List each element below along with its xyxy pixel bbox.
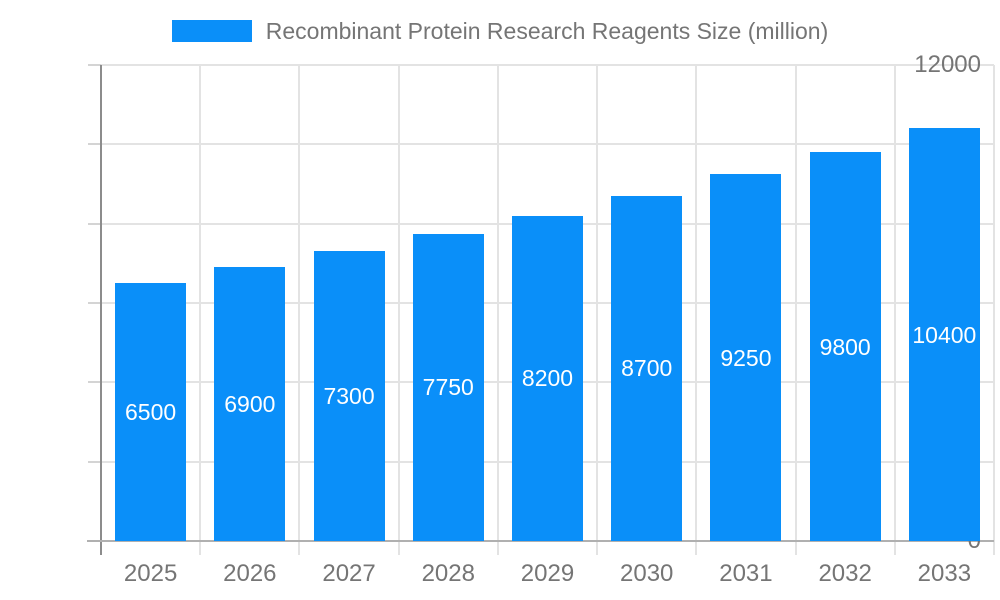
bar[interactable] <box>512 215 583 541</box>
y-axis-tick <box>88 302 101 304</box>
x-axis-tick-label: 2033 <box>917 560 972 587</box>
x-axis-tick-label: 2025 <box>123 560 178 587</box>
x-gridline <box>695 65 698 555</box>
x-gridline <box>893 65 896 555</box>
y-axis-tick <box>88 460 101 463</box>
x-gridline <box>496 65 499 555</box>
chart-legend[interactable]: Recombinant Protein Research Reagents Si… <box>0 18 1000 44</box>
x-gridline <box>199 65 202 555</box>
bar[interactable] <box>115 283 187 541</box>
plot-area: 0200040006000800010000120006500202569002… <box>87 51 995 587</box>
bar[interactable] <box>214 267 286 541</box>
x-axis-tick-label: 2031 <box>719 560 773 587</box>
bar[interactable] <box>313 251 385 541</box>
x-gridline <box>298 65 301 555</box>
y-gridline <box>101 143 994 146</box>
bar[interactable] <box>908 128 980 541</box>
x-axis-tick-label: 2028 <box>421 560 475 587</box>
y-axis-tick <box>88 381 101 384</box>
legend-label: Recombinant Protein Research Reagents Si… <box>265 18 829 44</box>
legend-swatch <box>171 20 252 42</box>
x-axis-tick-label: 2029 <box>520 560 575 587</box>
y-gridline <box>101 64 994 66</box>
y-axis-tick-label: 12000 <box>914 51 981 78</box>
x-gridline <box>397 65 400 555</box>
bar[interactable] <box>412 233 484 541</box>
bar[interactable] <box>611 195 683 541</box>
y-axis-tick <box>88 143 101 146</box>
x-axis-tick-label: 2030 <box>620 560 674 587</box>
x-gridline <box>596 65 599 555</box>
bar[interactable] <box>710 174 782 541</box>
x-axis-tick-label: 2032 <box>818 560 872 587</box>
y-axis-tick <box>88 64 101 66</box>
x-axis-line <box>87 540 994 542</box>
x-axis-tick-label: 2027 <box>322 560 376 587</box>
x-axis-tick-label: 2026 <box>223 560 277 587</box>
bar[interactable] <box>809 152 881 541</box>
y-axis-line <box>100 65 102 555</box>
x-gridline <box>993 65 995 555</box>
y-axis-tick <box>88 222 101 225</box>
x-gridline <box>794 65 797 555</box>
